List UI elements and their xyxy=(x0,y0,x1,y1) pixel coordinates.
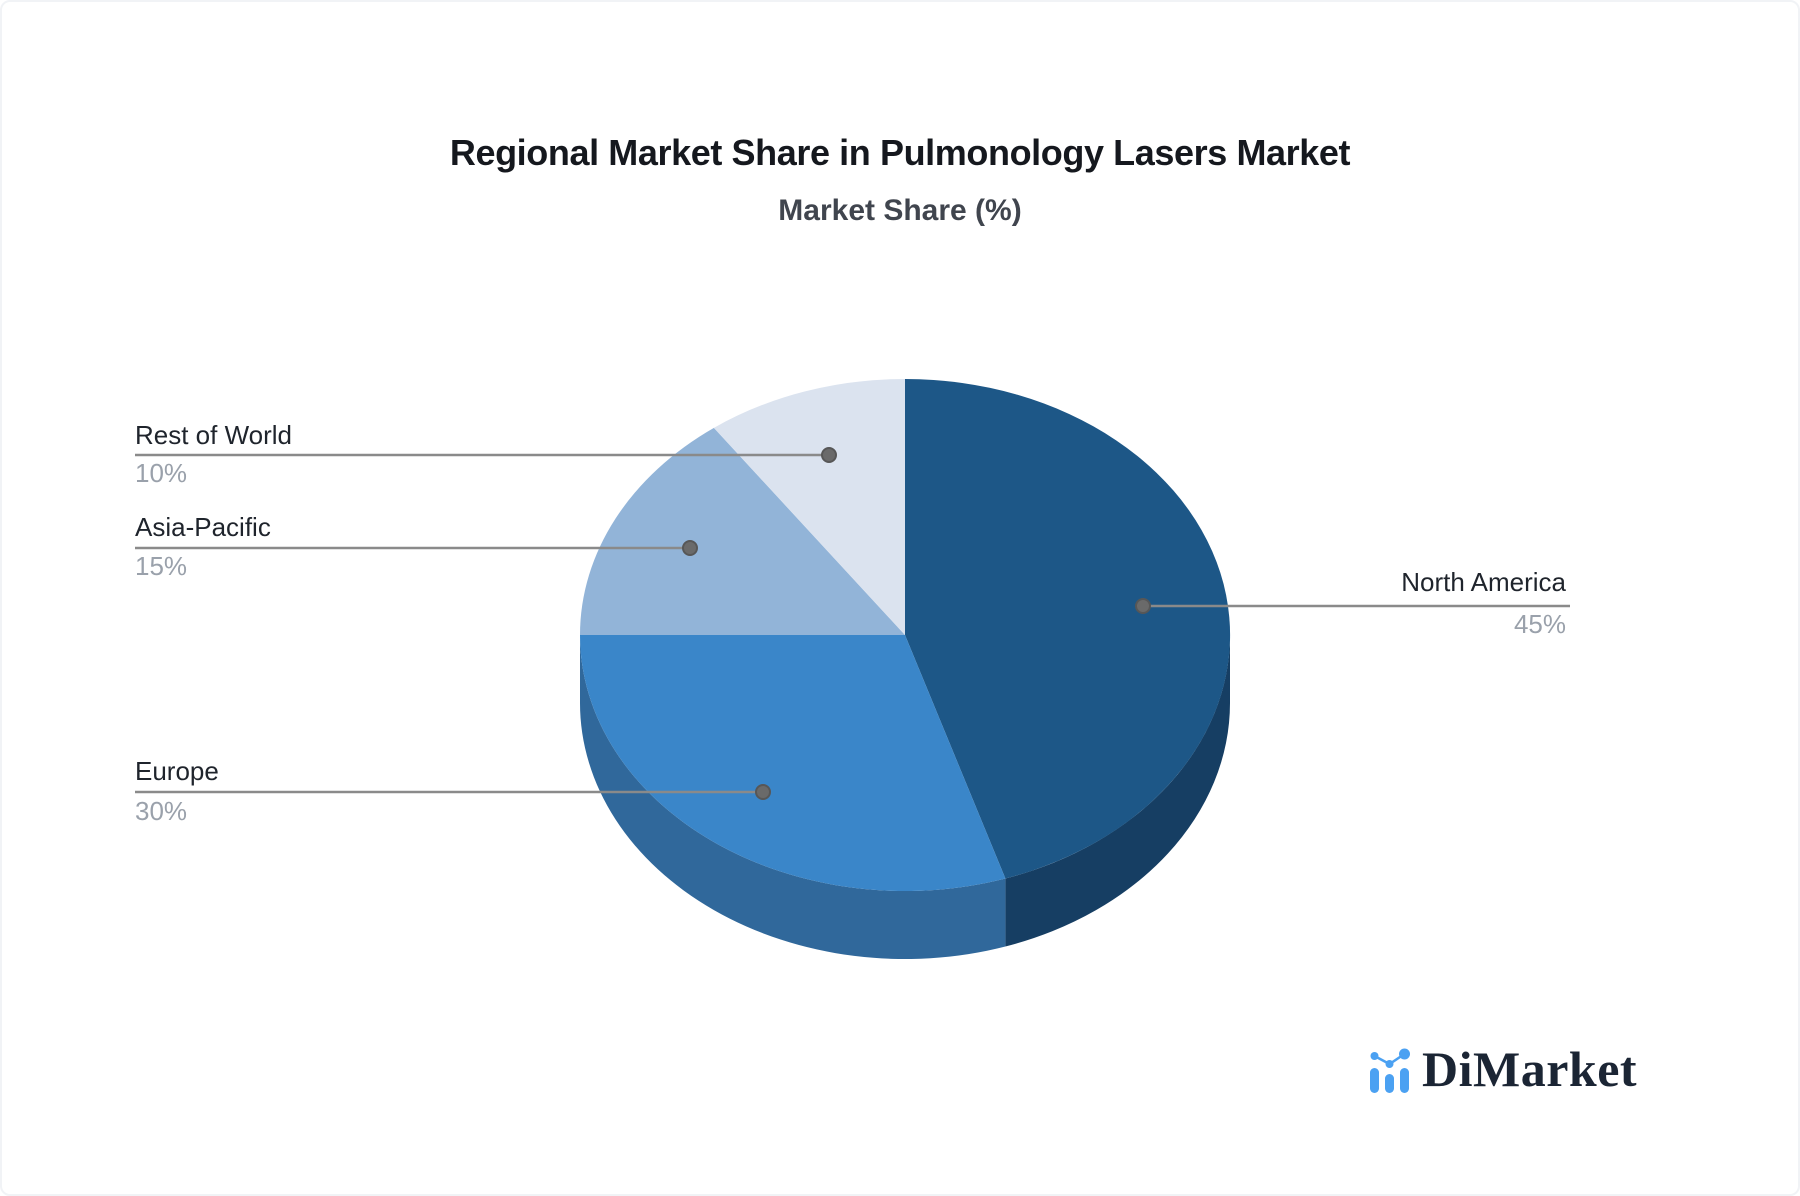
leader-dot-europe xyxy=(755,784,771,800)
bar-line-chart-icon xyxy=(1370,1048,1410,1093)
callout-value: 45% xyxy=(1513,609,1566,639)
brand-logo-text: DiMarket xyxy=(1422,1041,1638,1097)
callout-label: North America xyxy=(1401,567,1566,597)
callout-north-america: North America 45% xyxy=(1401,566,1566,639)
callout-label: Rest of World xyxy=(135,420,293,450)
leader-dot-rest-of-world xyxy=(821,447,837,463)
pie-slice-europe xyxy=(579,635,1006,892)
callout-asia-pacific: Asia-Pacific 15% xyxy=(135,511,271,581)
callout-rest-of-world: Rest of World 10% xyxy=(135,419,293,488)
chart-title: Regional Market Share in Pulmonology Las… xyxy=(449,132,1351,173)
leader-dots xyxy=(682,447,1151,800)
pie-side-europe xyxy=(579,635,1006,960)
callout-europe: Europe 30% xyxy=(135,755,219,826)
callout-value: 30% xyxy=(135,796,188,826)
callout-label: Europe xyxy=(135,756,219,786)
pie-slice-north-america xyxy=(905,379,1231,879)
pie-slice-asia-pacific xyxy=(580,427,905,635)
chart-subtitle: Market Share (%) xyxy=(778,194,1022,227)
leader-dot-north-america xyxy=(1135,598,1151,614)
leader-lines xyxy=(135,453,1570,794)
callout-value: 15% xyxy=(135,551,188,581)
leader-dot-asia-pacific xyxy=(682,540,698,556)
callout-value: 10% xyxy=(135,458,188,488)
pie-slice-rest-of-world xyxy=(713,379,905,635)
callout-label: Asia-Pacific xyxy=(135,512,271,542)
pie-side-north-america xyxy=(1005,635,1230,947)
